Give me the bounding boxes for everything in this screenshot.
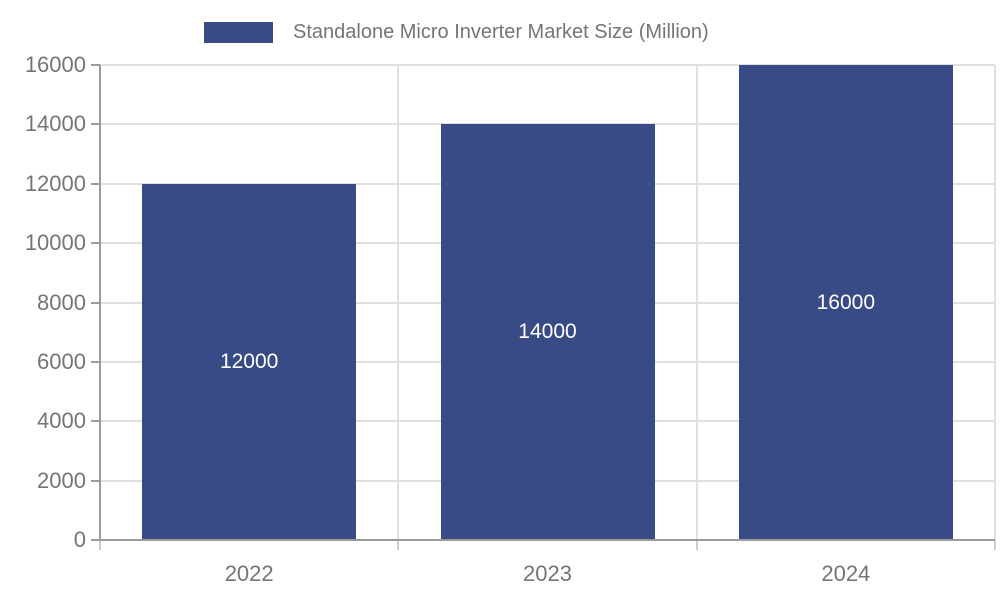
y-axis-tick bbox=[91, 420, 100, 423]
bar-value-label: 14000 bbox=[518, 320, 577, 344]
y-axis-label: 2000 bbox=[37, 467, 86, 493]
legend-label: Standalone Micro Inverter Market Size (M… bbox=[293, 21, 709, 43]
legend-swatch bbox=[204, 21, 273, 43]
y-axis-tick bbox=[91, 479, 100, 482]
y-axis-label: 16000 bbox=[24, 52, 86, 77]
y-axis-tick bbox=[91, 539, 100, 541]
chart-legend: Standalone Micro Inverter Market Size (M… bbox=[204, 20, 709, 44]
y-axis-label: 4000 bbox=[37, 408, 86, 434]
y-axis-label: 12000 bbox=[24, 170, 86, 196]
y-axis-label: 8000 bbox=[37, 289, 86, 315]
gridline-vertical bbox=[994, 65, 996, 540]
y-axis-tick bbox=[91, 360, 100, 363]
y-axis-tick bbox=[91, 242, 100, 245]
x-axis-line bbox=[91, 539, 995, 541]
bar-value-label: 12000 bbox=[219, 349, 279, 373]
y-axis-label: 0 bbox=[73, 527, 86, 552]
y-axis-tick bbox=[91, 182, 100, 185]
y-axis-label: 6000 bbox=[37, 348, 86, 374]
bar-2024: 16000 bbox=[738, 65, 953, 540]
bar-value-label: 16000 bbox=[816, 290, 876, 314]
gridline-horizontal bbox=[100, 64, 995, 66]
y-axis-label: 14000 bbox=[24, 111, 86, 137]
y-axis-tick bbox=[91, 123, 100, 126]
y-axis-tick bbox=[91, 301, 100, 304]
bar-2023: 14000 bbox=[440, 124, 655, 540]
y-axis-tick bbox=[91, 64, 100, 66]
x-axis-label: 2022 bbox=[224, 561, 274, 586]
bar-2022: 12000 bbox=[142, 183, 357, 540]
y-axis-line bbox=[99, 65, 101, 542]
x-axis-label: 2023 bbox=[523, 561, 572, 586]
x-axis-tick bbox=[99, 541, 101, 550]
x-axis-tick bbox=[695, 541, 698, 550]
x-axis-label: 2024 bbox=[821, 561, 871, 586]
gridline-vertical bbox=[397, 65, 400, 540]
y-axis-label: 10000 bbox=[24, 230, 86, 256]
gridline-vertical bbox=[695, 65, 698, 540]
x-axis-tick bbox=[994, 541, 996, 550]
x-axis-tick bbox=[397, 541, 400, 550]
